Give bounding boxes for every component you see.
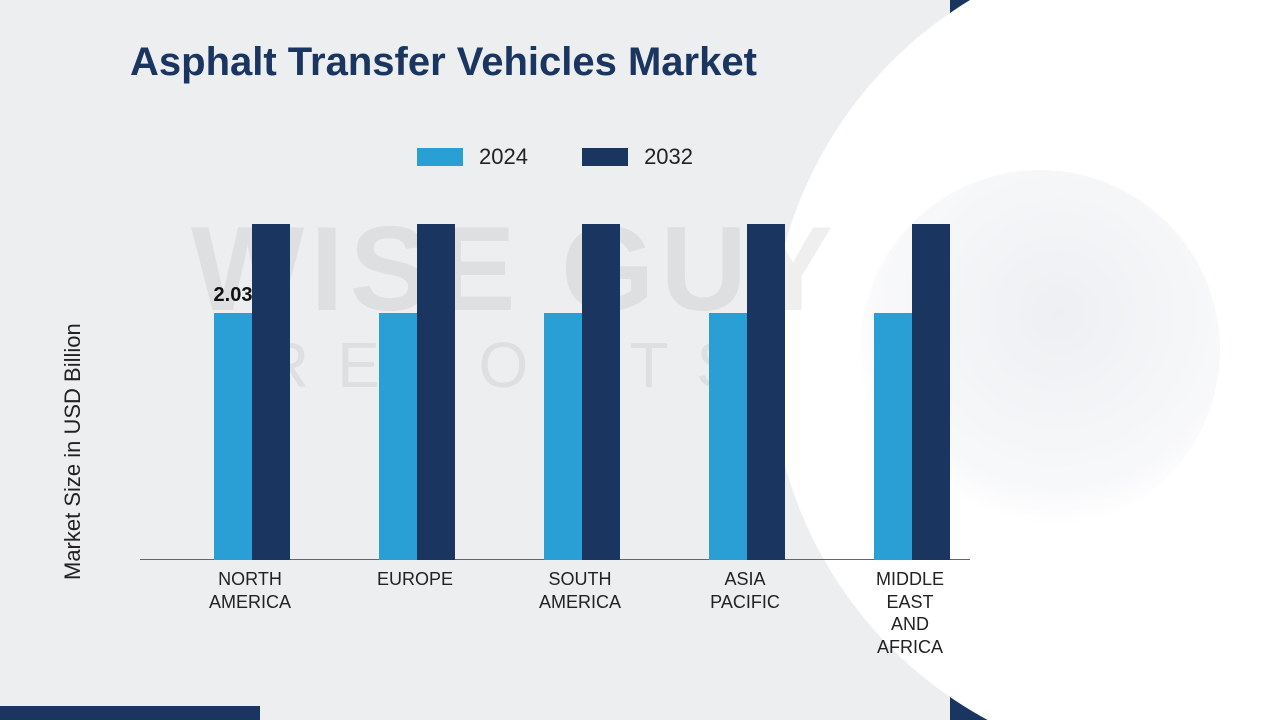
plot-region: 2.03 bbox=[140, 170, 970, 560]
x-axis-category-label: EUROPE bbox=[350, 568, 480, 591]
bar-2024 bbox=[874, 313, 912, 560]
x-axis-category-label: ASIAPACIFIC bbox=[680, 568, 810, 613]
bar-2032 bbox=[417, 224, 455, 560]
x-axis-category-label: NORTHAMERICA bbox=[185, 568, 315, 613]
footer-accent-bar bbox=[0, 706, 260, 720]
legend-swatch-2024 bbox=[417, 148, 463, 166]
bar-2032 bbox=[252, 224, 290, 560]
bar-2024 bbox=[214, 313, 252, 560]
x-axis-category-label: MIDDLEEASTANDAFRICA bbox=[845, 568, 975, 658]
bar-2032 bbox=[747, 224, 785, 560]
legend: 2024 2032 bbox=[140, 144, 970, 172]
y-axis-label: Market Size in USD Billion bbox=[60, 323, 86, 580]
legend-label-2032: 2032 bbox=[644, 144, 693, 170]
brand-block: WISE GUY REPORTS bbox=[994, 30, 1254, 92]
legend-label-2024: 2024 bbox=[479, 144, 528, 170]
bar-2032 bbox=[912, 224, 950, 560]
legend-item-2024: 2024 bbox=[417, 144, 528, 170]
bar-2024 bbox=[709, 313, 747, 560]
bar-2032 bbox=[582, 224, 620, 560]
chart-title: Asphalt Transfer Vehicles Market bbox=[130, 40, 757, 85]
page: WISE GUY REPORTS Asphalt Transfer Vehicl… bbox=[0, 0, 1280, 720]
bar-value-label: 2.03 bbox=[203, 284, 263, 307]
legend-swatch-2032 bbox=[582, 148, 628, 166]
bar-2024 bbox=[544, 313, 582, 560]
bar-2024 bbox=[379, 313, 417, 560]
legend-item-2032: 2032 bbox=[582, 144, 693, 170]
brand-head-icon bbox=[1116, 54, 1236, 164]
chart-area: Market Size in USD Billion 2024 2032 2.0… bbox=[70, 150, 970, 670]
x-axis-category-label: SOUTHAMERICA bbox=[515, 568, 645, 613]
